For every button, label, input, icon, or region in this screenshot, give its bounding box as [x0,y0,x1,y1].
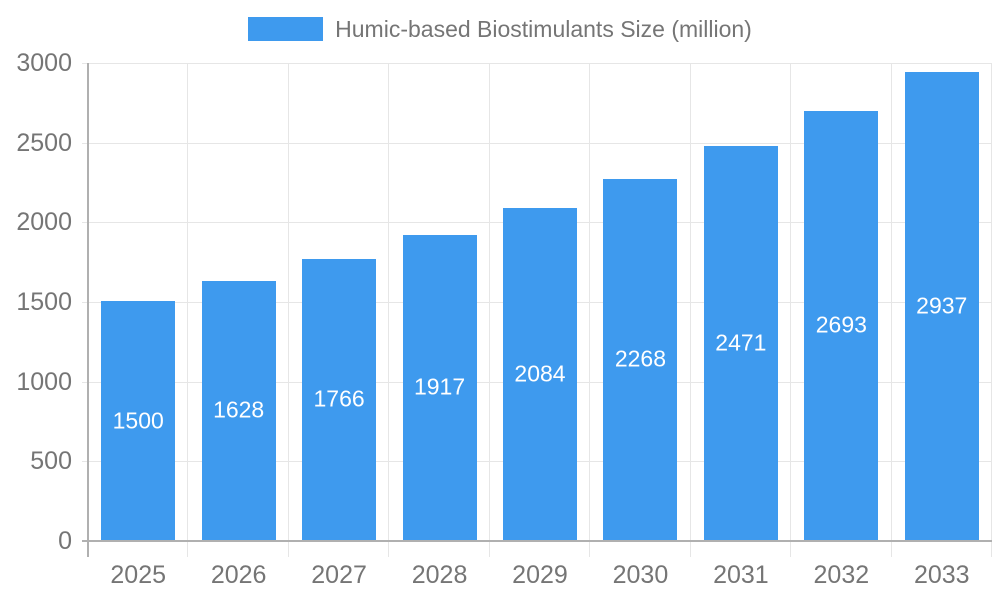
bar[interactable]: 1917 [402,234,477,540]
y-axis-tick-label: 3000 [16,49,72,77]
gridline-vertical [690,63,691,541]
bar-value-label: 2937 [916,292,968,319]
x-axis-category-label: 2033 [913,561,970,589]
bar[interactable]: 1500 [101,301,176,540]
x-axis-category-label: 2027 [311,561,367,589]
gridline-vertical [589,63,590,541]
gridline-vertical [790,63,791,541]
x-axis-tick [589,542,590,557]
legend-series-label: Humic-based Biostimulants Size (million) [335,16,752,42]
legend: Humic-based Biostimulants Size (million) [0,16,1000,42]
gridline-vertical [991,63,992,541]
bar[interactable]: 2268 [603,178,678,540]
y-axis-tick-label: 500 [30,447,72,476]
y-axis-tick-label: 1500 [16,288,72,316]
x-axis-category-label: 2032 [813,561,870,589]
x-axis-category-label: 2029 [512,561,568,589]
gridline-vertical [388,63,389,541]
bar-value-label: 2471 [715,329,767,356]
x-axis-tick [388,542,389,557]
x-axis-category-label: 2025 [110,561,167,589]
gridline-vertical [187,63,188,541]
x-axis-tick [991,542,992,557]
x-axis-category-label: 2031 [713,561,769,589]
x-axis-line [82,540,992,542]
bar-value-label: 1500 [112,407,164,433]
bar[interactable]: 1766 [302,258,377,540]
bar-value-label: 2268 [614,345,667,372]
gridline-vertical [288,63,289,541]
bar[interactable]: 1628 [201,280,276,540]
plot-area: 1500 1628 1766 1917 2084 2268 2471 2693 2937 [82,63,992,557]
bar[interactable]: 2471 [703,146,778,540]
bar-value-label: 2693 [815,311,867,338]
x-axis-tick [790,542,791,557]
gridline-vertical [891,63,892,541]
bar[interactable]: 2937 [904,72,979,540]
x-axis-category-label: 2030 [612,561,669,589]
x-axis-tick [187,542,188,557]
bar-value-label: 1628 [213,396,265,423]
bar-value-label: 1917 [413,373,466,400]
gridline-horizontal [82,63,992,64]
gridline-horizontal [82,142,992,144]
x-axis-tick [891,542,892,557]
legend-swatch-icon [248,17,324,41]
bar[interactable]: 2693 [804,110,879,540]
y-axis-tick-label: 2500 [16,128,72,157]
y-axis-tick-label: 2000 [16,208,72,237]
x-axis-tick [690,542,691,557]
x-axis-tick [489,542,490,557]
bar-value-label: 1766 [313,385,365,412]
y-axis-line [87,63,89,557]
x-axis-tick [288,542,289,557]
x-axis-category-label: 2028 [411,561,468,589]
y-axis-tick-label: 1000 [16,367,72,396]
bar-value-label: 2084 [514,360,566,387]
y-axis-tick-label: 0 [58,527,72,555]
x-axis-category-label: 2026 [210,561,267,589]
gridline-vertical [489,63,490,541]
bar[interactable]: 2084 [503,207,577,540]
